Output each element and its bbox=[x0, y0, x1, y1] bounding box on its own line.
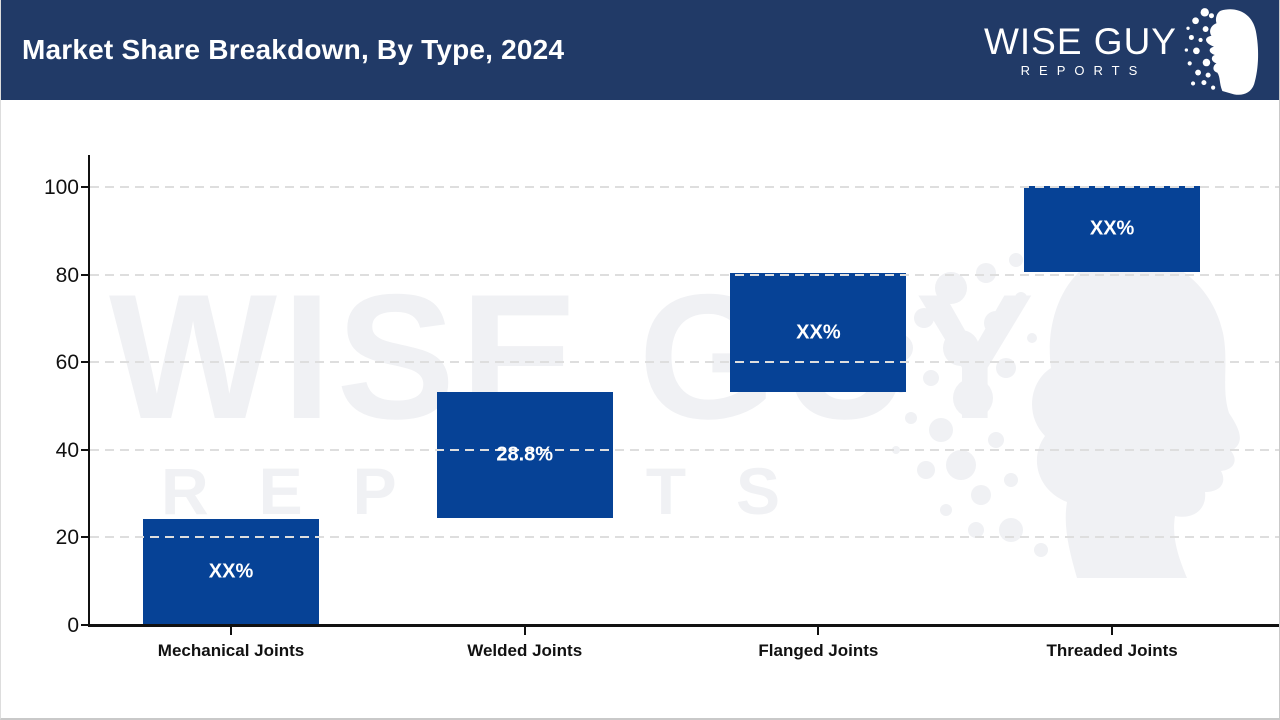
y-tick-label: 40 bbox=[55, 438, 79, 462]
bar bbox=[143, 518, 319, 625]
x-tick bbox=[817, 627, 820, 635]
x-axis-label: Welded Joints bbox=[467, 641, 583, 660]
y-tick bbox=[81, 536, 89, 539]
bar bbox=[730, 273, 907, 392]
x-axis-line bbox=[88, 624, 1279, 627]
y-axis-line bbox=[88, 155, 90, 627]
logo-head-icon bbox=[1184, 8, 1259, 95]
gridline bbox=[90, 273, 1279, 276]
y-tick bbox=[81, 624, 89, 626]
bar-label: XX% bbox=[1089, 217, 1135, 240]
gridline bbox=[90, 361, 1279, 364]
x-tick bbox=[230, 627, 232, 635]
logo-brand-text: WISE GUY bbox=[983, 21, 1177, 62]
bar-label: 28.8% bbox=[496, 443, 554, 466]
y-tick bbox=[81, 273, 89, 276]
logo-subtext: REPORTS bbox=[1020, 63, 1147, 78]
gridline bbox=[90, 536, 1279, 539]
header-bar: Market Share Breakdown, By Type, 2024 WI… bbox=[1, 0, 1279, 100]
bar-label: XX% bbox=[796, 321, 841, 344]
gridline bbox=[90, 448, 1279, 451]
gridline bbox=[90, 186, 1279, 188]
y-tick bbox=[81, 186, 89, 188]
y-tick bbox=[81, 361, 89, 364]
bar-label: XX% bbox=[208, 560, 254, 583]
bar bbox=[436, 391, 613, 519]
y-tick bbox=[81, 448, 89, 451]
x-tick bbox=[523, 627, 526, 635]
y-tick-label: 60 bbox=[55, 351, 79, 375]
y-tick-label: 0 bbox=[67, 614, 79, 637]
y-tick-label: 100 bbox=[43, 176, 79, 199]
y-tick-label: 20 bbox=[55, 526, 79, 550]
brand-logo: WISE GUY REPORTS bbox=[984, 0, 1267, 100]
watermark-head-icon bbox=[869, 228, 1279, 583]
x-tick bbox=[1111, 627, 1114, 635]
logo-wordmark: WISE GUY REPORTS bbox=[984, 23, 1177, 77]
x-axis-label: Threaded Joints bbox=[1046, 641, 1178, 660]
y-tick-label: 80 bbox=[55, 263, 79, 287]
x-axis-label: Mechanical Joints bbox=[157, 641, 305, 660]
x-axis-label: Flanged Joints bbox=[758, 641, 879, 660]
chart-title: Market Share Breakdown, By Type, 2024 bbox=[22, 34, 565, 65]
